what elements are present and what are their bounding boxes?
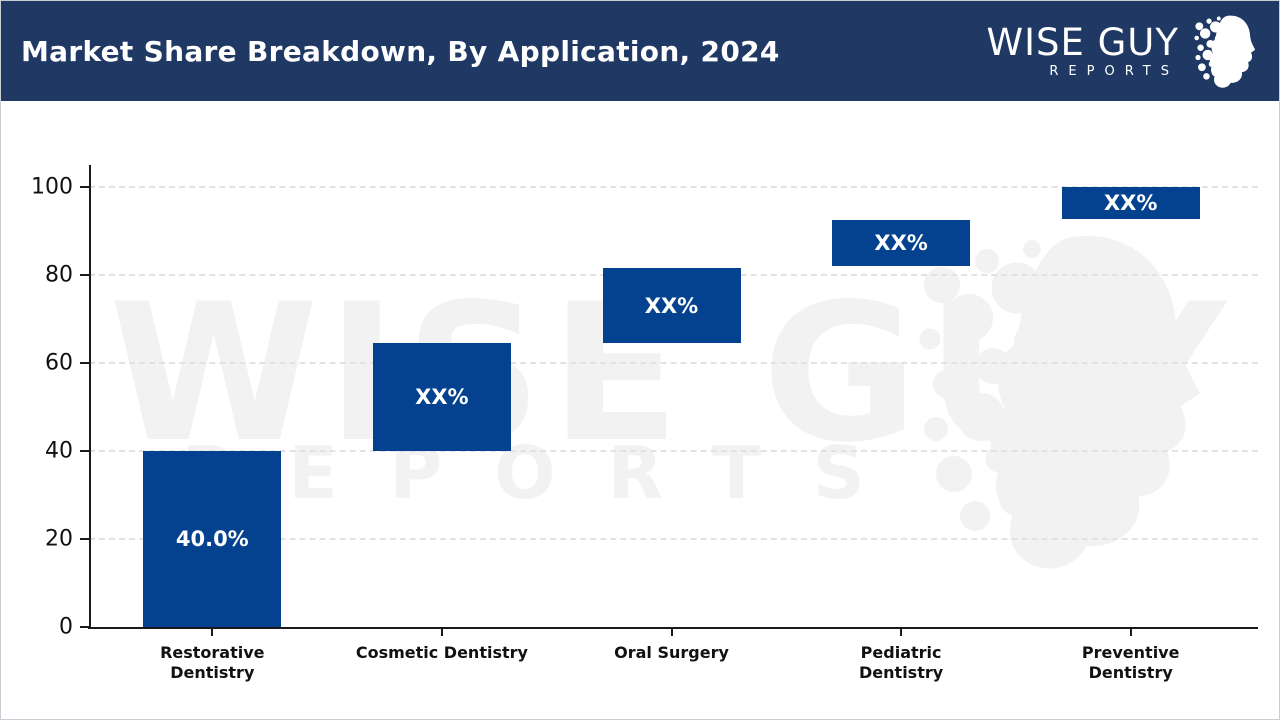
y-tick-label-40: 40 <box>45 438 73 464</box>
x-tick-mark-restorative-dentistry <box>211 627 214 636</box>
x-category-label-line: Cosmetic Dentistry <box>355 643 528 662</box>
watermark-subtitle: REPORTS <box>181 431 917 515</box>
y-axis-spine <box>89 165 91 629</box>
bar-cosmetic-dentistry <box>372 343 511 451</box>
header: Market Share Breakdown, By Application, … <box>1 1 1279 101</box>
bar-restorative-dentistry <box>143 451 282 627</box>
page-title: Market Share Breakdown, By Application, … <box>21 34 780 68</box>
x-category-label-restorative-dentistry: Restorative Dentistry <box>160 643 264 683</box>
logo-text: WISE GUY REPORTS <box>987 24 1179 78</box>
x-category-label-pediatric-dentistry: Pediatric Dentistry <box>859 643 943 683</box>
x-category-label-line: Dentistry <box>859 663 944 682</box>
chart-area: WISE GUY REPORTS 0 20 40 60 80 100 40.0% Restor… <box>1 101 1279 719</box>
x-category-label-line: Dentistry <box>1088 663 1173 682</box>
x-category-label-line: Pediatric <box>860 643 942 662</box>
x-category-label-cosmetic-dentistry: Cosmetic Dentistry <box>356 643 528 663</box>
y-tick-mark-60 <box>80 362 89 364</box>
gridline-40 <box>89 450 1258 452</box>
bar-value-label-restorative-dentistry: 40.0% <box>175 527 249 551</box>
x-category-label-line: Oral Surgery <box>614 643 729 662</box>
bar-preventive-dentistry <box>1061 187 1200 219</box>
y-tick-label-80: 80 <box>45 262 73 288</box>
logo-face-icon <box>1181 12 1267 90</box>
bar-value-label-cosmetic-dentistry: XX% <box>415 385 469 410</box>
x-tick-mark-preventive-dentistry <box>1129 627 1132 636</box>
bar-value-label-preventive-dentistry: XX% <box>1103 190 1158 215</box>
bar-value-label-oral-surgery: XX% <box>644 293 699 318</box>
y-tick-mark-20 <box>80 538 89 540</box>
logo-wordmark: WISE GUY <box>986 21 1179 64</box>
x-category-label-line: Restorative <box>160 643 265 662</box>
y-tick-label-0: 0 <box>59 614 73 640</box>
bar-oral-surgery <box>602 268 741 344</box>
logo-subtitle: REPORTS <box>1049 64 1179 79</box>
x-category-label-preventive-dentistry: Preventive Dentistry <box>1082 643 1180 683</box>
x-tick-mark-pediatric-dentistry <box>900 627 903 636</box>
gridline-100 <box>89 186 1258 188</box>
y-tick-mark-100 <box>80 186 89 188</box>
x-tick-mark-oral-surgery <box>670 627 673 636</box>
y-tick-mark-80 <box>80 274 89 276</box>
watermark-head-icon <box>906 219 1206 579</box>
x-category-label-line: Dentistry <box>170 663 255 682</box>
bar-value-label-pediatric-dentistry: XX% <box>874 231 928 256</box>
bar-pediatric-dentistry <box>832 220 971 267</box>
gridline-20 <box>89 538 1258 540</box>
x-category-label-oral-surgery: Oral Surgery <box>614 643 729 663</box>
y-tick-label-100: 100 <box>31 174 73 200</box>
wiseguy-logo: WISE GUY REPORTS <box>987 12 1267 90</box>
y-tick-label-60: 60 <box>45 350 73 376</box>
x-axis-spine <box>88 627 1258 629</box>
y-tick-mark-40 <box>80 450 89 452</box>
y-tick-label-20: 20 <box>45 526 73 552</box>
x-category-label-line: Preventive <box>1081 643 1180 662</box>
gridline-60 <box>89 362 1258 364</box>
x-tick-mark-cosmetic-dentistry <box>440 627 443 636</box>
y-tick-mark-0 <box>80 626 89 628</box>
